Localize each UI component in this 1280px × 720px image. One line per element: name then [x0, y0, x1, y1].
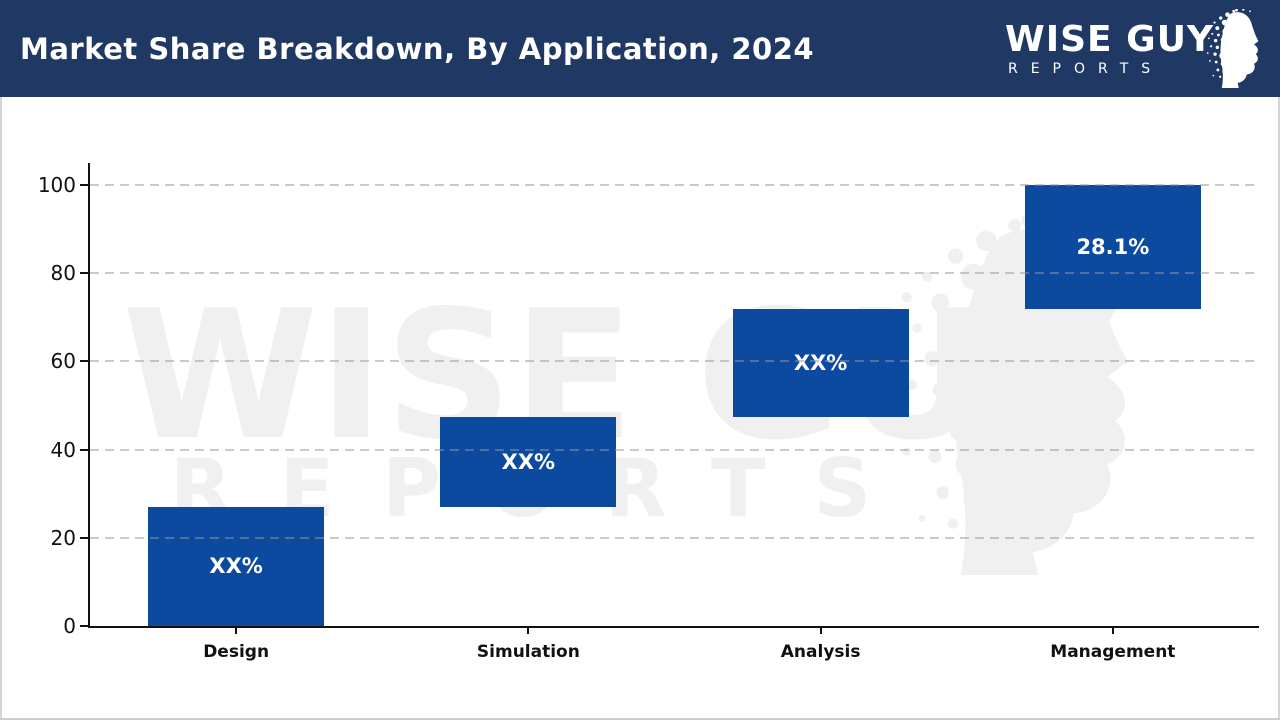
y-tick [80, 536, 88, 539]
y-gridline [90, 448, 1259, 451]
bar-value-label: XX% [793, 350, 848, 375]
y-tick [80, 184, 88, 187]
y-gridline [90, 360, 1259, 363]
bar-value-label: XX% [209, 554, 263, 579]
chart-canvas: WISE GUY REPORTS XX%DesignXX%SimulationX… [0, 97, 1280, 720]
page-title: Market Share Breakdown, By Application, … [20, 31, 815, 66]
y-tick-label: 40 [50, 437, 76, 462]
y-tick-label: 60 [50, 349, 76, 374]
y-tick [80, 448, 88, 451]
y-tick-label: 100 [37, 173, 76, 198]
x-tick [235, 626, 238, 634]
bar-simulation: XX% [440, 416, 617, 507]
y-tick-label: 80 [50, 261, 76, 286]
bar-value-label: 28.1% [1076, 235, 1150, 259]
logo-face-icon [1198, 9, 1266, 88]
x-category-label: Simulation [476, 642, 580, 662]
wise-guy-logo: WISE GUY REPORTS [1005, 9, 1266, 88]
x-axis [88, 626, 1259, 628]
x-tick [1111, 626, 1114, 634]
y-gridline [90, 536, 1259, 539]
y-tick [80, 272, 88, 275]
y-tick [80, 360, 88, 363]
bar-management: 28.1% [1024, 185, 1201, 309]
waterfall-chart: XX% Design XX% Simulation XX% Analysis 28.1% Ma… [2, 97, 1278, 718]
x-category-label: Management [1050, 642, 1176, 662]
y-gridline [90, 272, 1259, 275]
x-tick [819, 626, 822, 634]
y-tick-label: 0 [63, 614, 76, 638]
y-axis [88, 163, 90, 628]
bar-analysis: XX% [732, 308, 909, 417]
x-tick [527, 626, 530, 634]
y-tick-label: 20 [50, 525, 76, 550]
x-category-label: Analysis [780, 642, 861, 662]
header-bar: Market Share Breakdown, By Application, … [0, 0, 1280, 97]
x-category-label: Design [203, 642, 270, 662]
logo-text: WISE GUY REPORTS [1004, 18, 1214, 77]
y-gridline [90, 184, 1259, 187]
logo-subtext: REPORTS [1007, 60, 1164, 77]
bar-design: XX% [148, 506, 325, 626]
y-tick [80, 625, 88, 627]
bar-value-label: XX% [501, 449, 556, 474]
logo-wordmark: WISE GUY [1004, 18, 1214, 60]
